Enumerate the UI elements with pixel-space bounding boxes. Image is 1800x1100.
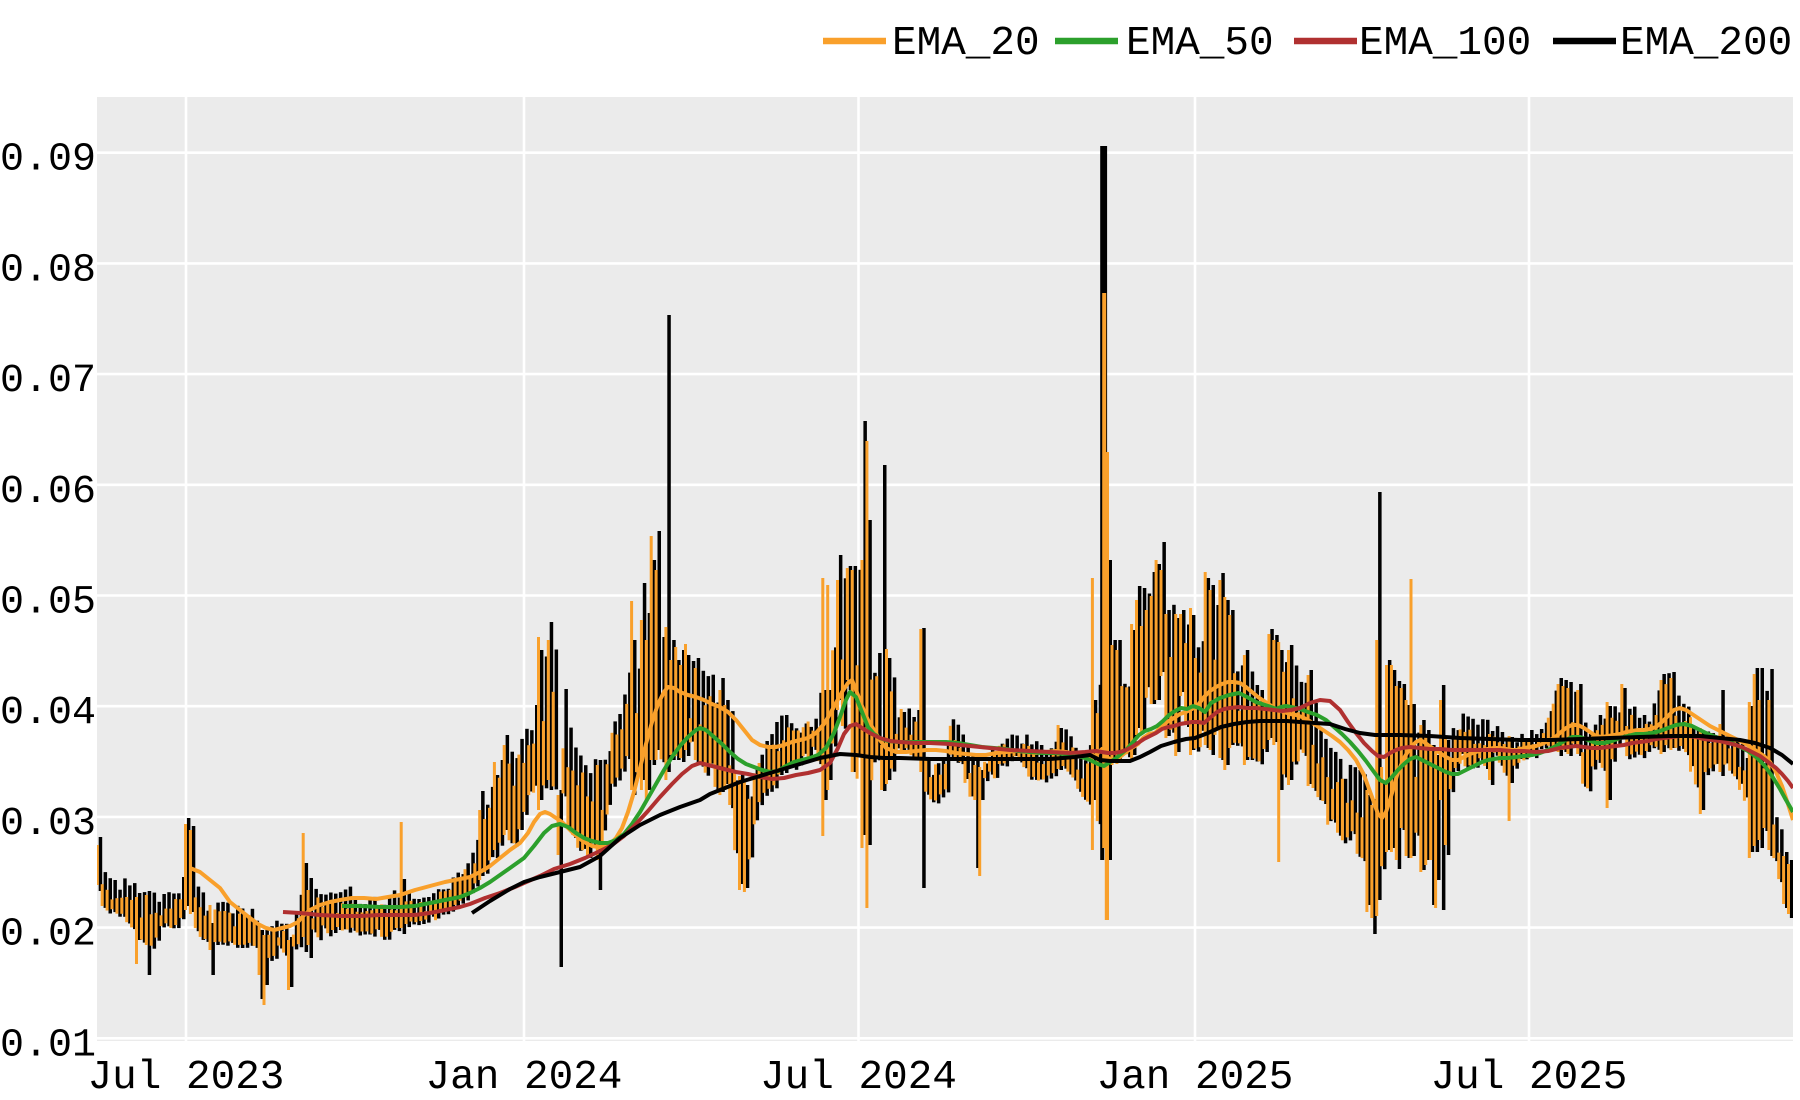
svg-text:EMA_20: EMA_20 — [892, 21, 1040, 67]
svg-text:0.02: 0.02 — [0, 913, 96, 958]
svg-text:EMA_200: EMA_200 — [1620, 21, 1792, 67]
svg-text:Jul 2024: Jul 2024 — [760, 1055, 957, 1100]
svg-text:Jul 2023: Jul 2023 — [88, 1055, 285, 1100]
svg-text:Jul 2025: Jul 2025 — [1431, 1055, 1628, 1100]
svg-text:0.05: 0.05 — [0, 581, 96, 626]
svg-text:0.06: 0.06 — [0, 470, 96, 515]
svg-text:Jan 2024: Jan 2024 — [426, 1055, 623, 1100]
svg-text:0.09: 0.09 — [0, 138, 96, 183]
svg-text:EMA_50: EMA_50 — [1126, 21, 1274, 67]
svg-text:Jan 2025: Jan 2025 — [1097, 1055, 1294, 1100]
svg-text:0.08: 0.08 — [0, 248, 96, 293]
svg-text:0.01: 0.01 — [0, 1023, 96, 1068]
svg-text:0.04: 0.04 — [0, 691, 96, 736]
svg-text:0.07: 0.07 — [0, 359, 96, 404]
svg-text:0.03: 0.03 — [0, 802, 96, 847]
svg-text:EMA_100: EMA_100 — [1359, 21, 1531, 67]
